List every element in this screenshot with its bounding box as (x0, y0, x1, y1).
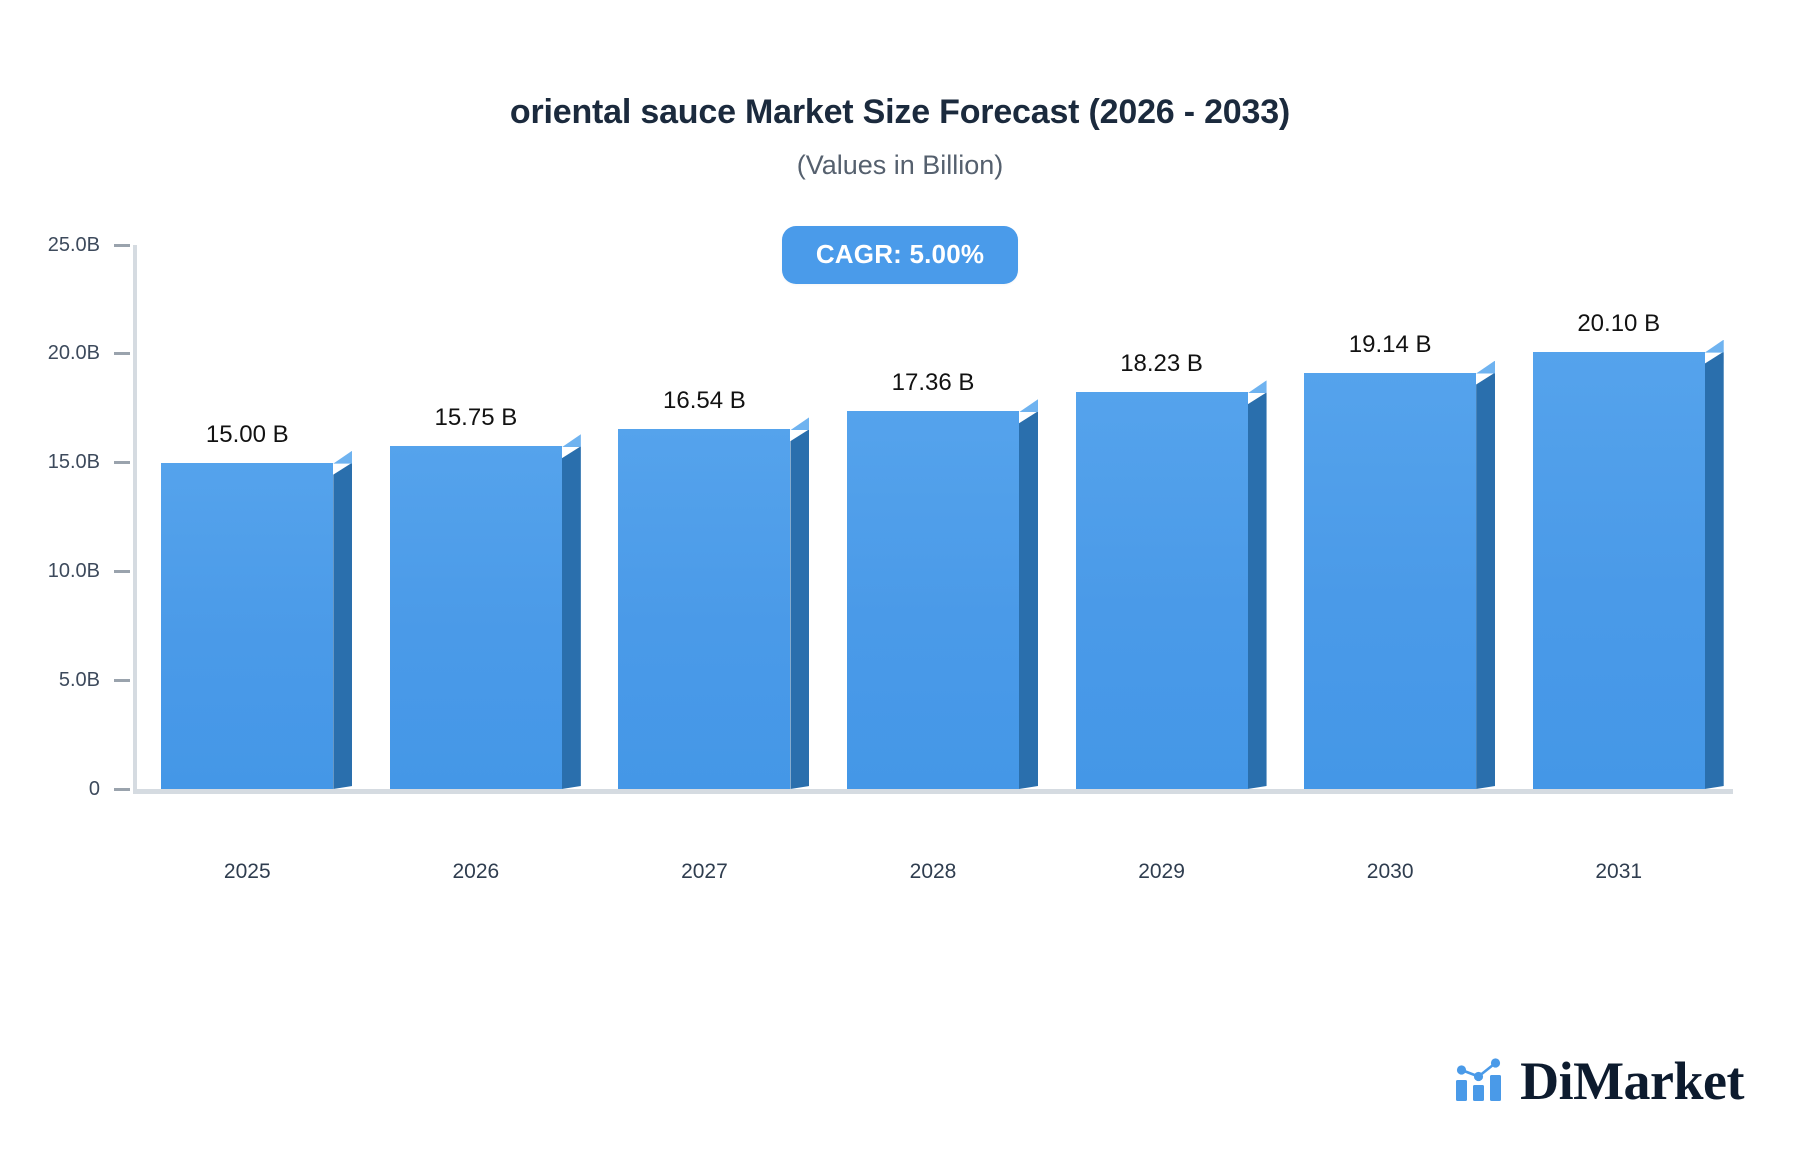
bar[interactable]: 17.36 B (847, 371, 1038, 789)
bar-side-face (1019, 411, 1038, 789)
bar-side-face (1476, 373, 1495, 789)
x-axis-label: 2029 (1138, 860, 1185, 883)
bar-value-label: 17.36 B (891, 369, 975, 397)
y-axis-tick: 20.0B (0, 342, 130, 365)
bar-column[interactable]: 19.14 B (1304, 245, 1496, 789)
y-axis-tick: 0 (0, 777, 130, 800)
y-axis-tick-label: 15.0B (47, 451, 100, 474)
dimarket-logo: DiMarket (1454, 1054, 1744, 1108)
bar-side-face (790, 429, 809, 789)
bar[interactable]: 15.00 B (161, 422, 353, 789)
bar-column[interactable]: 15.00 B (161, 245, 353, 789)
x-axis-labels: 2025 2026 2027 2028 2029 2030 2031 (133, 860, 1733, 900)
x-axis-label: 2028 (909, 860, 957, 883)
bar-column[interactable]: 20.10 B (1532, 245, 1724, 789)
y-axis-tick: 5.0B (0, 668, 130, 691)
bar-value-label: 18.23 B (1120, 350, 1203, 378)
bar-front-face (1532, 351, 1705, 789)
bar-top-face (790, 417, 810, 431)
bar-side-face (333, 463, 352, 789)
bar-column[interactable]: 18.23 B (1075, 245, 1267, 789)
y-axis-spine (133, 245, 137, 793)
y-axis-tick-label: 0 (88, 777, 100, 800)
bar-side-face (562, 446, 581, 789)
bar-column[interactable]: 17.36 B (847, 245, 1038, 789)
y-axis-tick-label: 20.0B (47, 342, 100, 365)
bar-value-label: 16.54 B (663, 387, 746, 415)
bar-front-face (847, 411, 1019, 789)
chart-header: oriental sauce Market Size Forecast (202… (0, 92, 1800, 181)
bar-front-face (1075, 392, 1248, 789)
plot-area: 0 5.0B 10.0B 15.0B 20.0B 25.0B 15.00 B 15.75 B… (0, 234, 1800, 855)
bar-chart-logo-icon (1454, 1056, 1506, 1107)
x-axis-label: 2031 (1595, 860, 1643, 883)
x-axis-label: 2026 (452, 860, 500, 883)
bar-value-label: 19.14 B (1348, 330, 1432, 358)
bar-column[interactable]: 16.54 B (618, 245, 810, 789)
bar-top-face (1247, 380, 1267, 394)
bar-series: 15.00 B 15.75 B 16.54 B 17.36 B 18.23 B 19.14… (133, 245, 1733, 794)
y-axis-tick-mark (114, 787, 130, 791)
bar-value-label: 20.10 B (1577, 309, 1661, 337)
bar-front-face (389, 446, 562, 789)
bar[interactable]: 19.14 B (1304, 332, 1496, 789)
bar-side-face (1248, 392, 1267, 789)
bar-front-face (161, 462, 334, 789)
bar[interactable]: 18.23 B (1075, 352, 1267, 789)
bar-top-face (333, 450, 353, 464)
y-axis-tick-mark (114, 678, 130, 682)
y-axis-tick: 10.0B (0, 559, 130, 582)
x-axis-baseline (133, 789, 1733, 794)
y-axis-tick-label: 10.0B (47, 559, 100, 582)
y-axis-tick-mark (114, 243, 130, 247)
bar-top-face (1019, 399, 1038, 413)
bar-side-face (1705, 352, 1724, 789)
bar-value-label: 15.00 B (205, 420, 289, 448)
y-axis-tick-label: 25.0B (47, 233, 100, 256)
x-axis-label: 2027 (681, 860, 728, 883)
y-axis-tick-mark (114, 569, 130, 573)
cagr-badge-container: CAGR: 5.00% (0, 226, 1800, 284)
bar-value-label: 15.75 B (434, 404, 518, 432)
bar-top-face (1476, 360, 1496, 374)
y-axis-tick-mark (114, 352, 130, 356)
bar-top-face (561, 434, 581, 448)
y-axis-tick-mark (114, 461, 130, 465)
chart-subtitle: (Values in Billion) (796, 149, 1004, 180)
y-axis-tick-label: 5.0B (58, 668, 100, 691)
logo-wordmark: DiMarket (1520, 1051, 1744, 1111)
x-axis-label: 2030 (1366, 860, 1414, 883)
bar-front-face (1304, 372, 1477, 789)
bar-top-face (1704, 339, 1724, 353)
bar[interactable]: 16.54 B (618, 389, 810, 789)
bar[interactable]: 15.75 B (389, 406, 581, 789)
page-title: oriental sauce Market Size Forecast (202… (509, 93, 1291, 131)
bar-column[interactable]: 15.75 B (389, 245, 581, 789)
y-axis-tick: 15.0B (0, 451, 130, 474)
y-axis-tick: 25.0B (0, 233, 130, 256)
bar[interactable]: 20.10 B (1532, 311, 1724, 789)
bar-front-face (618, 429, 791, 789)
x-axis-label: 2025 (223, 860, 271, 883)
cagr-status-badge: CAGR: 5.00% (781, 226, 1019, 284)
